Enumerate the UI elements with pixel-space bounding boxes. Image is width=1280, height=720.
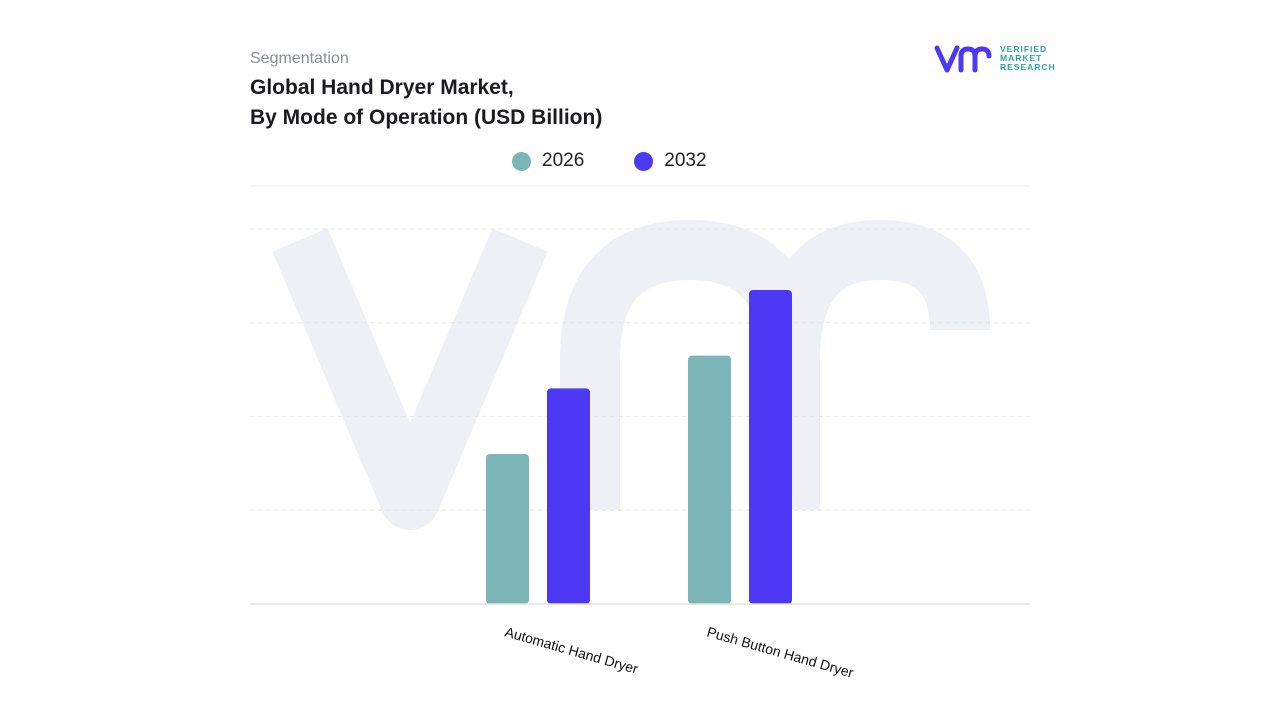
verified-market-research-logo: VERIFIED MARKET RESEARCH bbox=[934, 44, 1074, 78]
legend-swatch-2026 bbox=[512, 151, 531, 171]
logo-line-research: RESEARCH bbox=[1000, 62, 1056, 72]
bar-2032-automatic-hand-dryer bbox=[547, 388, 590, 604]
bar-2026-automatic-hand-dryer bbox=[486, 454, 529, 604]
legend-swatch-2032 bbox=[634, 151, 654, 171]
logo-wordmark: VERIFIED MARKET RESEARCH bbox=[1000, 45, 1056, 72]
x-tick-label: Automatic Hand Dryer bbox=[503, 624, 640, 677]
chart-subtitle: Segmentation bbox=[250, 50, 349, 67]
chart-title: Global Hand Dryer Market, By Mode of Ope… bbox=[250, 73, 602, 133]
bars bbox=[486, 289, 792, 604]
chart-title-line-1: Global Hand Dryer Market, bbox=[250, 76, 514, 99]
bar-2032-push-button-hand-dryer bbox=[749, 289, 792, 604]
x-tick-label: Push Button Hand Dryer bbox=[705, 624, 856, 681]
bar-2026-push-button-hand-dryer bbox=[688, 355, 731, 604]
chart-legend: 2026 2032 bbox=[512, 148, 757, 174]
legend-item-2032: 2032 bbox=[634, 150, 707, 172]
vmr-watermark bbox=[272, 219, 990, 530]
legend-label-2032: 2032 bbox=[664, 150, 707, 171]
vmr-logo-icon bbox=[934, 45, 992, 73]
logo-line-market: MARKET bbox=[1000, 53, 1043, 63]
chart-title-line-2: By Mode of Operation (USD Billion) bbox=[250, 106, 603, 129]
gridlines bbox=[250, 228, 1030, 511]
legend-label-2026: 2026 bbox=[542, 150, 585, 171]
logo-line-verified: VERIFIED bbox=[1000, 44, 1048, 54]
x-axis-labels: Automatic Hand Dryer Push Button Hand Dry… bbox=[503, 624, 856, 681]
legend-item-2026: 2026 bbox=[512, 150, 584, 172]
